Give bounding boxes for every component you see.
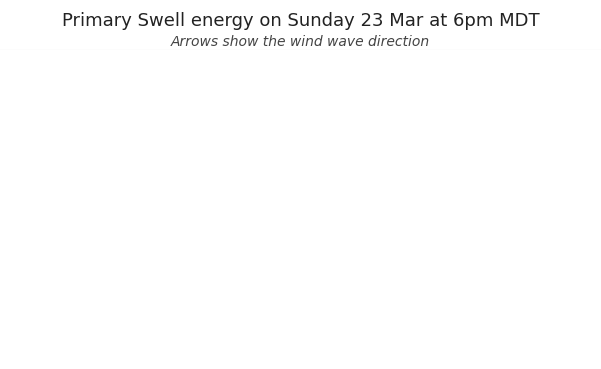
Text: Arrows show the wind wave direction: Arrows show the wind wave direction bbox=[171, 35, 430, 49]
Text: Primary Swell energy on Sunday 23 Mar at 6pm MDT: Primary Swell energy on Sunday 23 Mar at… bbox=[62, 13, 539, 31]
Text: cartopy required: cartopy required bbox=[231, 200, 370, 218]
